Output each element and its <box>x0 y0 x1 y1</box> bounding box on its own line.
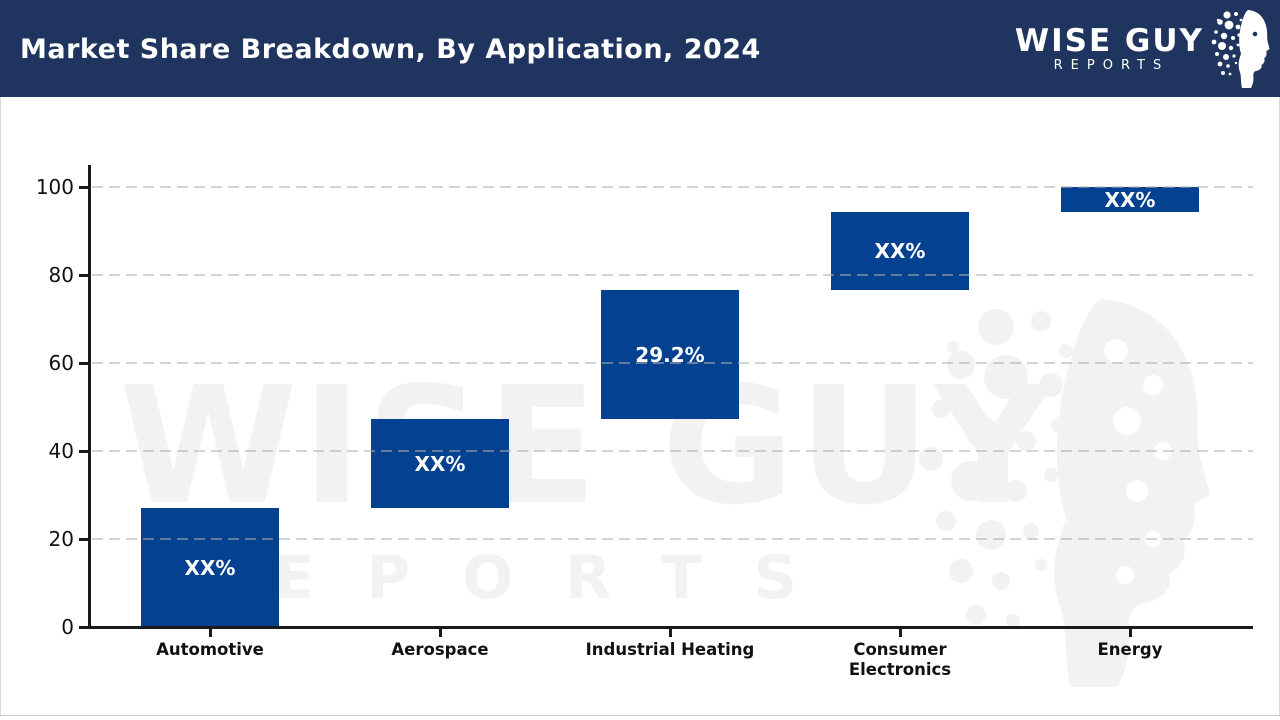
y-tick-40 <box>79 450 89 453</box>
watermark-face-icon <box>919 299 1210 687</box>
gridline-100 <box>92 186 1253 188</box>
bar-automotive: XX% <box>141 508 279 627</box>
page-title: Market Share Breakdown, By Application, … <box>20 34 761 65</box>
x-tick-5 <box>1128 628 1132 637</box>
y-tick-100 <box>79 186 89 189</box>
y-tick-label-0: 0 <box>61 615 74 639</box>
bar-value-label: XX% <box>184 555 236 580</box>
y-axis-spine <box>88 165 91 629</box>
bar-value-label: XX% <box>874 239 926 264</box>
x-tick-1 <box>208 628 212 637</box>
logo-wordmark-line2: REPORTS <box>1053 58 1170 73</box>
x-tick-3 <box>668 628 672 637</box>
header: Market Share Breakdown, By Application, … <box>0 0 1280 97</box>
y-tick-60 <box>79 362 89 365</box>
x-tick-label-automotive: Automotive <box>156 640 264 659</box>
gridline-20 <box>92 538 1253 540</box>
brand-logo: WISE GUY REPORTS <box>1015 6 1270 92</box>
watermark-line1: WISE GUY <box>119 353 1056 541</box>
gridline-80 <box>92 274 1253 276</box>
logo-wordmark: WISE GUY REPORTS <box>1015 24 1204 74</box>
x-tick-label-aerospace: Aerospace <box>391 640 489 659</box>
x-tick-label-energy: Energy <box>1097 640 1163 659</box>
x-axis-spine <box>88 626 1253 629</box>
bar-energy: XX% <box>1061 187 1199 213</box>
gridline-40 <box>92 450 1253 452</box>
y-tick-label-40: 40 <box>48 439 74 463</box>
bar-value-label: XX% <box>1104 187 1156 212</box>
logo-wordmark-line1: WISE GUY <box>1014 23 1204 59</box>
x-tick-label-consumer-electronics: Consumer Electronics <box>848 640 952 679</box>
bar-value-label: XX% <box>414 451 466 476</box>
y-tick-label-60: 60 <box>48 351 74 375</box>
watermark-line2: REPORTS <box>175 543 849 613</box>
y-tick-20 <box>79 538 89 541</box>
bar-aerospace: XX% <box>371 418 509 509</box>
y-tick-0 <box>79 626 89 629</box>
x-tick-4 <box>898 628 902 637</box>
gridline-60 <box>92 362 1253 364</box>
bar-consumer-electronics: XX% <box>831 212 969 291</box>
y-tick-label-80: 80 <box>48 263 74 287</box>
y-tick-label-20: 20 <box>48 527 74 551</box>
logo-face-icon <box>1211 10 1270 88</box>
y-tick-label-100: 100 <box>35 175 74 199</box>
logo-face-eye <box>1252 31 1258 37</box>
x-tick-label-industrial-heating: Industrial Heating <box>585 640 755 659</box>
bottom-border <box>0 715 1280 716</box>
bar-industrial-heating: 29.2% <box>601 290 739 419</box>
y-tick-80 <box>79 274 89 277</box>
x-tick-2 <box>438 628 442 637</box>
